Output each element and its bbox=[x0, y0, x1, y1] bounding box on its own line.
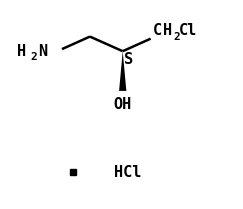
Text: HCl: HCl bbox=[114, 165, 142, 180]
Text: N: N bbox=[38, 44, 47, 59]
Text: 2: 2 bbox=[30, 52, 37, 62]
Text: OH: OH bbox=[113, 97, 132, 112]
Text: S: S bbox=[124, 52, 133, 67]
Text: H: H bbox=[163, 23, 173, 38]
Text: H: H bbox=[17, 44, 26, 59]
Text: Cl: Cl bbox=[179, 23, 197, 38]
Text: 2: 2 bbox=[173, 32, 180, 42]
Text: C: C bbox=[153, 23, 162, 38]
Polygon shape bbox=[119, 51, 126, 91]
